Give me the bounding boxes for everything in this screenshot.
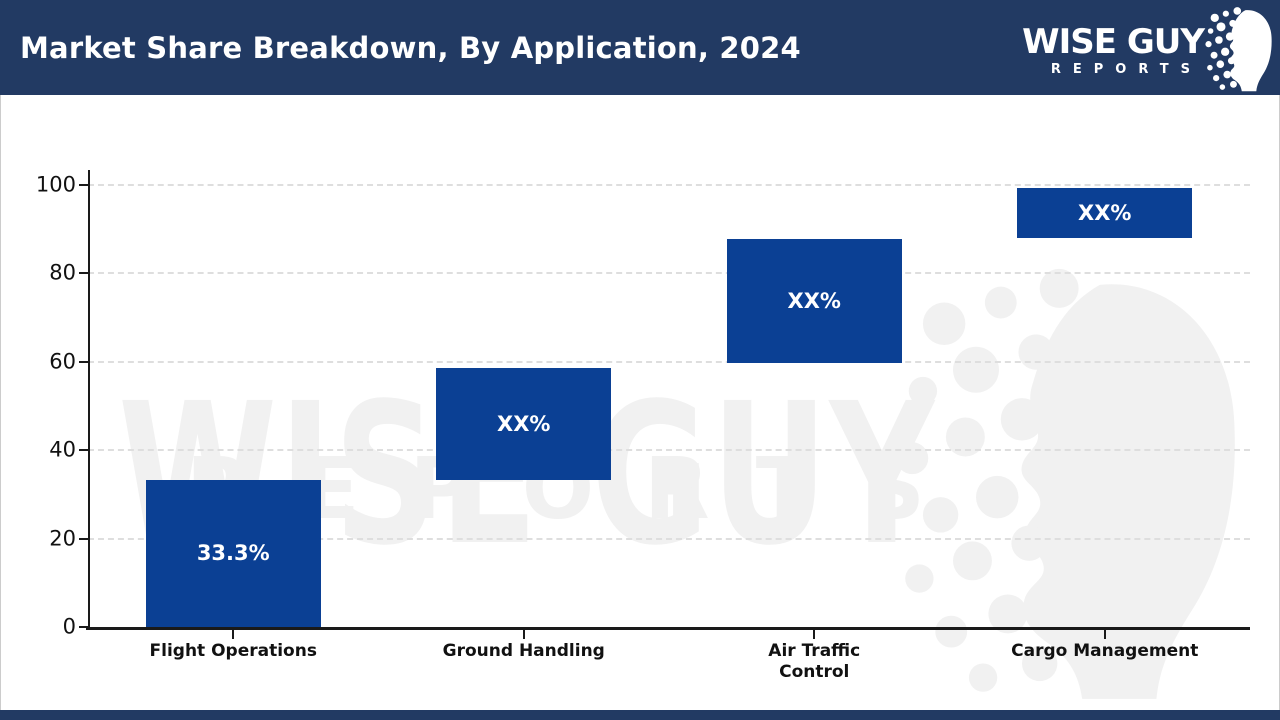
gridline (88, 184, 1250, 186)
y-axis-tick-label: 40 (49, 437, 76, 462)
y-axis-tick (79, 626, 88, 628)
header-bar: Market Share Breakdown, By Application, … (0, 0, 1280, 95)
bar-value-label: 33.3% (196, 541, 270, 566)
y-axis-line (88, 170, 90, 630)
y-axis-tick-label: 100 (35, 172, 76, 197)
x-axis-line (86, 627, 1250, 630)
bar-value-label: XX% (497, 411, 551, 436)
y-axis-tick-label: 20 (49, 526, 76, 551)
x-axis-category-label: Cargo Management (1011, 641, 1199, 661)
bar-segment (436, 367, 612, 480)
x-axis-category-label: Air Traffic Control (768, 641, 861, 683)
gridline (88, 537, 1250, 540)
bar-segment (1017, 188, 1193, 239)
y-axis-tick-label: 80 (49, 260, 76, 285)
bar-segment (726, 238, 902, 364)
y-axis-tick (79, 360, 88, 363)
y-axis-tick-label: 0 (62, 614, 76, 639)
bar-value-label: XX% (787, 289, 841, 314)
footer-bar (0, 710, 1280, 720)
gridline (88, 449, 1250, 452)
x-axis-category-label: Ground Handling (442, 641, 605, 661)
bar-segment (145, 479, 321, 627)
y-axis-tick (79, 449, 88, 452)
y-axis-tick (79, 537, 88, 540)
brand-logo-subtitle: REPORTS (1050, 62, 1202, 77)
x-axis-tick (522, 630, 525, 639)
page-title: Market Share Breakdown, By Application, … (20, 30, 801, 65)
x-axis-tick (232, 630, 235, 639)
gridline (88, 272, 1250, 275)
x-axis-tick (813, 630, 816, 639)
brand-logo-wordmark: WISE GUY (1022, 22, 1205, 62)
x-axis-category-label: Flight Operations (149, 641, 317, 661)
gridline (88, 360, 1250, 363)
dotted-head-icon (1205, 7, 1272, 92)
y-axis-tick (79, 184, 88, 186)
y-axis-tick-label: 60 (49, 349, 76, 374)
brand-logo: WISE GUY REPORTS (1022, 0, 1272, 95)
bar-value-label: XX% (1078, 201, 1132, 226)
y-axis-tick (79, 272, 88, 275)
x-axis-tick (1103, 630, 1106, 639)
